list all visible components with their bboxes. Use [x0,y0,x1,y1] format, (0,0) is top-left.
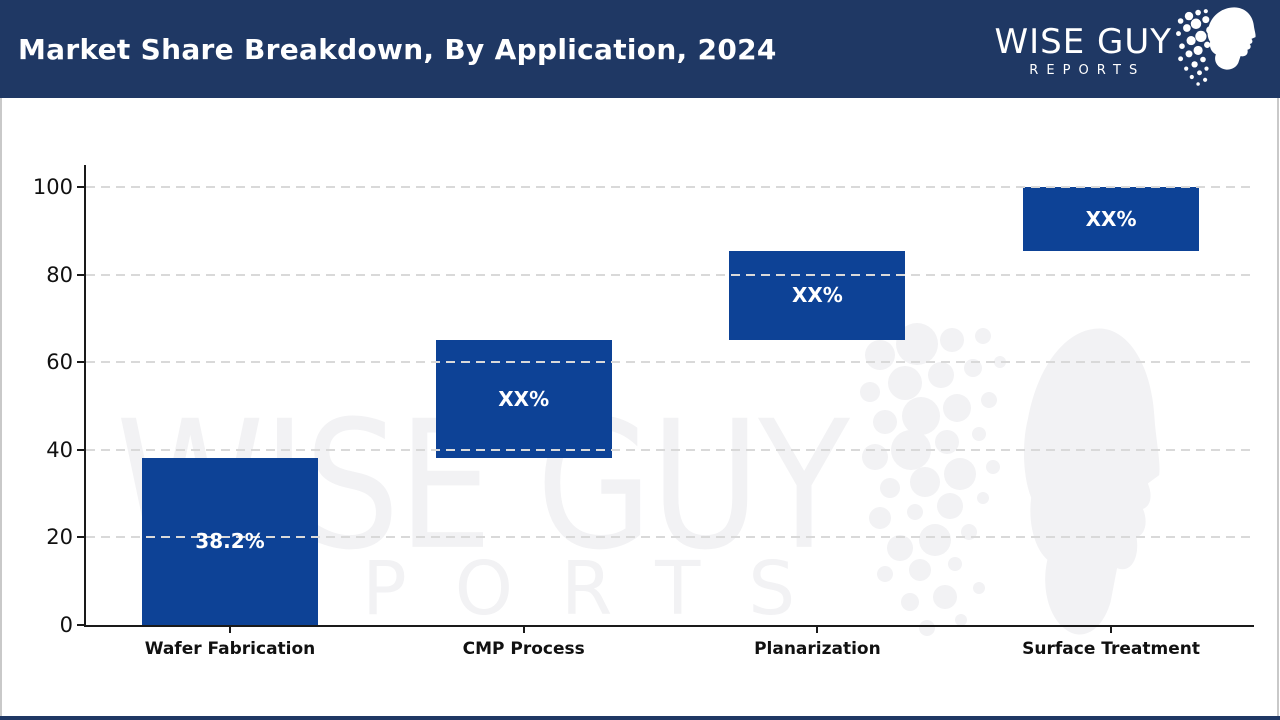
y-tick-40 [77,448,85,451]
brand-logo: WISE GUY REPORTS [994,7,1274,91]
bottom-strip [0,716,1280,720]
gridline-20 [86,536,1254,539]
y-tick-label-60: 60 [46,350,73,375]
logo-subtext: REPORTS [1029,63,1146,78]
x-axis-spine [84,625,1254,627]
y-tick-20 [77,536,85,539]
right-edge-line [1277,98,1279,720]
y-tick-60 [77,361,85,364]
gridline-100 [86,186,1254,188]
bar-wafer-fabrication [142,457,318,625]
x-tick-label-3: Planarization [754,639,881,659]
x-tick-2 [522,625,525,633]
header: Market Share Breakdown, By Application, … [0,0,1280,98]
x-tick-label-4: Surface Treatment [1022,639,1201,659]
bar-cmp-process [435,340,612,458]
bar-label-3: XX% [791,283,843,308]
x-tick-3 [816,625,819,633]
page-title: Market Share Breakdown, By Application, … [18,32,777,66]
x-tick-1 [229,625,231,633]
x-tick-label-2: CMP Process [462,639,585,659]
brand-logo-text: WISE GUY REPORTS [994,22,1172,78]
bar-label-2: XX% [498,387,550,411]
gridline-80 [86,273,1254,276]
chart-area: WISE GUY REPORTS 0 20 40 60 80 100 38.2% Wafer … [0,98,1280,716]
y-axis-spine [84,165,86,627]
logo-wordmark: WISE GUY [994,22,1172,62]
logo-head-icon [1176,7,1256,86]
y-tick-0 [77,624,85,626]
y-tick-80 [77,273,85,276]
y-tick-100 [77,186,85,188]
y-tick-label-40: 40 [46,437,73,462]
bar-surface-treatment [1023,187,1200,251]
y-tick-label-80: 80 [46,262,73,287]
bar-label-4: XX% [1085,206,1137,231]
x-tick-label-1: Wafer Fabrication [144,639,316,659]
y-tick-label-20: 20 [46,525,73,550]
y-tick-label-100: 100 [32,175,73,199]
bar-label-1: 38.2% [195,529,265,554]
bar-planarization [729,250,906,341]
gridline-40 [86,448,1254,451]
y-tick-label-0: 0 [59,613,73,637]
gridline-60 [86,361,1254,364]
left-edge-line [0,98,2,720]
